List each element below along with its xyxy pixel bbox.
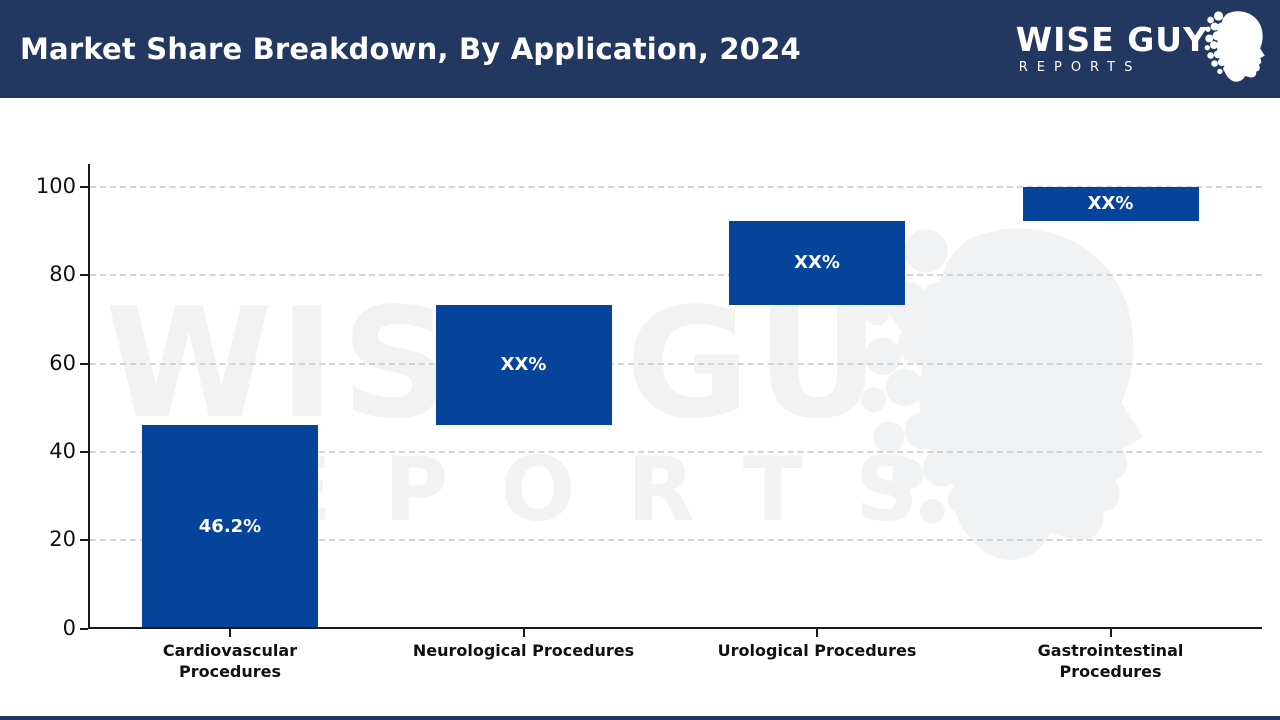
- y-tick-label: 100: [35, 174, 76, 198]
- y-axis-tick: [80, 627, 88, 630]
- y-tick-label: 0: [62, 615, 76, 640]
- x-axis-tick: [229, 629, 231, 637]
- gridline: [90, 274, 1262, 277]
- category-label: Urological Procedures: [717, 641, 917, 660]
- bar-value-label: XX%: [1087, 193, 1134, 215]
- category-label: Gastrointestinal Procedures: [1037, 641, 1184, 681]
- bar-3: XX%: [729, 220, 905, 305]
- bar-value-label: XX%: [794, 252, 840, 274]
- y-tick-label: 20: [49, 527, 76, 552]
- x-axis-tick: [1109, 629, 1112, 637]
- bar-4: XX%: [1022, 187, 1199, 221]
- gridline: [90, 539, 1262, 542]
- category-label: Neurological Procedures: [412, 641, 635, 660]
- y-tick-label: 60: [49, 350, 76, 375]
- page-title: Market Share Breakdown, By Application, …: [20, 32, 801, 66]
- category-label: Cardiovascular Procedures: [162, 641, 298, 681]
- x-axis-tick: [816, 629, 818, 637]
- brand-text: WISE GUY REPORTS: [1016, 23, 1208, 75]
- bar-value-label: XX%: [500, 354, 547, 376]
- y-tick-label: 40: [49, 438, 76, 463]
- header-bar: Market Share Breakdown, By Application, …: [0, 0, 1280, 98]
- gridline: [90, 362, 1262, 365]
- y-axis-tick: [80, 362, 88, 365]
- brand-logo: WISE GUY REPORTS: [1016, 8, 1270, 90]
- bar-value-label: 46.2%: [198, 516, 262, 537]
- footer-accent-strip: [0, 716, 1280, 720]
- y-axis-tick: [80, 539, 88, 542]
- y-axis-spine: [88, 164, 90, 629]
- brand-head-icon: [1204, 8, 1270, 90]
- y-axis-tick: [80, 274, 88, 277]
- gridline: [90, 186, 1262, 188]
- gridline: [90, 450, 1262, 453]
- bar-1: 46.2%: [142, 424, 318, 629]
- y-axis-tick: [80, 186, 88, 188]
- x-axis-tick: [522, 629, 525, 637]
- y-axis-tick: [80, 450, 88, 453]
- x-axis-spine: [88, 627, 1262, 629]
- brand-name: WISE GUY: [1015, 20, 1208, 59]
- y-tick-label: 80: [49, 262, 76, 287]
- chart-area: WISE GUY REPORTS 0 20 40 60 80 100 46.2% Cardio…: [0, 98, 1280, 716]
- brand-subtitle: REPORTS: [1018, 60, 1142, 75]
- bar-2: XX%: [435, 304, 612, 425]
